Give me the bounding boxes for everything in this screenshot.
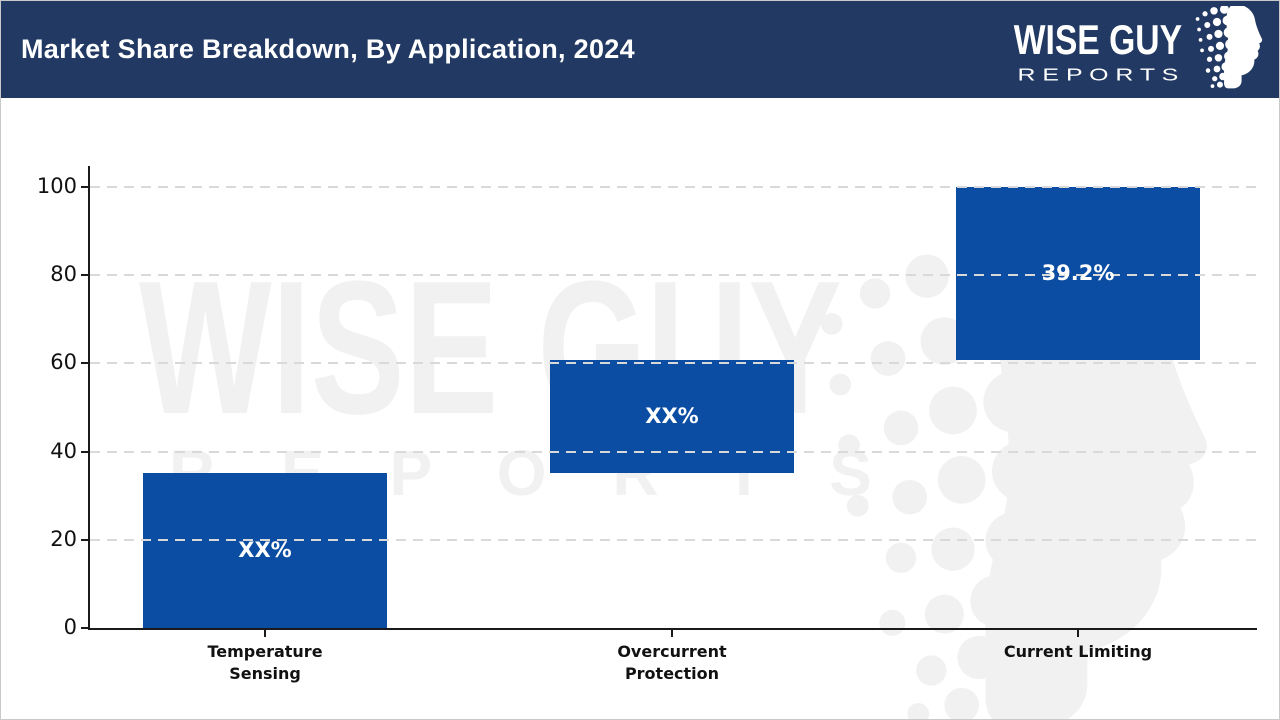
y-axis: [88, 166, 90, 630]
gridline: [90, 274, 1257, 277]
x-tick-mark: [671, 630, 673, 637]
x-tick-mark: [264, 630, 266, 637]
logo-subtext: R E P O R T S: [1018, 65, 1179, 85]
y-tick-label: 0: [63, 615, 77, 639]
logo-head-icon: [1195, 6, 1263, 89]
header: Market Share Breakdown, By Application, …: [1, 1, 1279, 98]
bar-value-label: 39.2%: [1041, 261, 1115, 286]
gridline: [90, 538, 1257, 541]
y-tick-label: 40: [50, 438, 77, 463]
bar-segment: [956, 187, 1200, 360]
wiseguy-logo: WISE GUY R E P O R T S: [1014, 6, 1263, 89]
bar-segment: [550, 359, 794, 473]
x-tick-label: Current Limiting: [1003, 642, 1153, 661]
y-tick-mark: [81, 362, 88, 365]
bar-segment: [143, 472, 387, 628]
y-tick-label: 80: [50, 262, 77, 287]
y-tick-label: 60: [50, 350, 77, 375]
bar-value-label: XX%: [238, 538, 292, 563]
gridline: [90, 186, 1257, 188]
x-tick-mark: [1077, 630, 1079, 637]
gridline: [90, 450, 1257, 453]
y-tick-mark: [81, 538, 88, 541]
x-tick-label: Temperature Sensing: [207, 642, 323, 683]
page-title: Market Share Breakdown, By Application, …: [21, 34, 635, 64]
y-tick-label: 20: [50, 526, 77, 551]
gridline: [90, 362, 1257, 365]
logo-wordmark: WISE GUY: [1014, 16, 1182, 63]
y-tick-mark: [81, 274, 88, 277]
y-tick-label: 100: [36, 174, 77, 198]
bar-value-label: XX%: [645, 404, 699, 429]
x-tick-label: Overcurrent Protection: [617, 642, 727, 683]
x-axis: [88, 628, 1257, 630]
y-tick-mark: [81, 627, 88, 629]
y-tick-mark: [81, 186, 88, 188]
y-tick-mark: [81, 450, 88, 453]
